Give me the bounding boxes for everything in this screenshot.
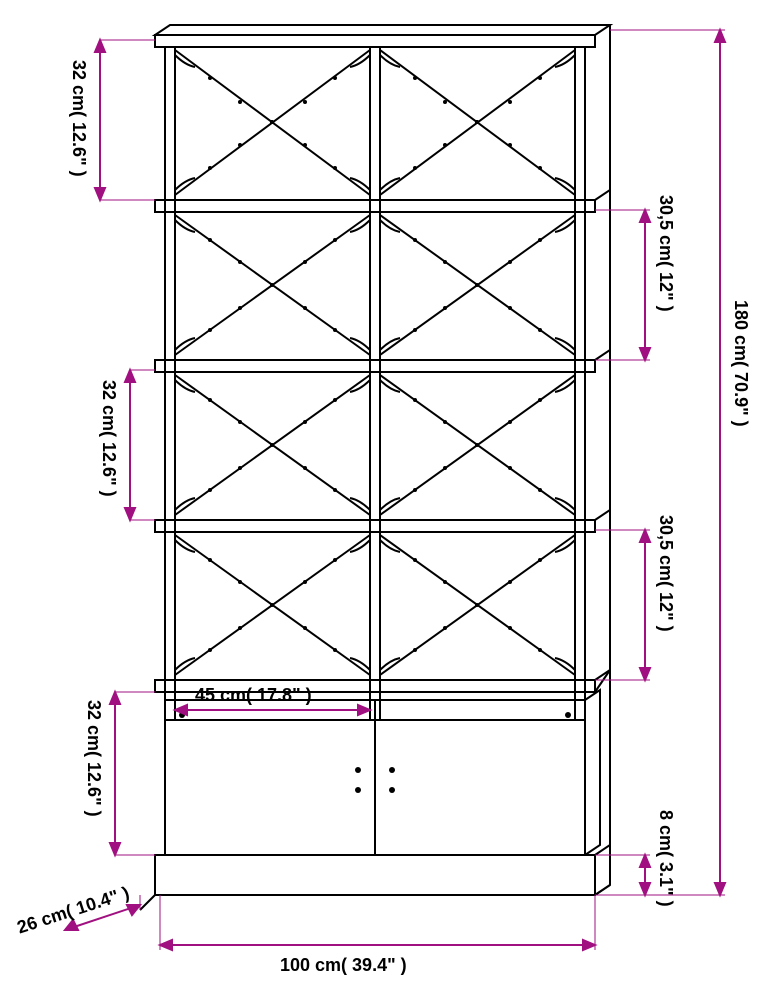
bracket [175, 55, 195, 190]
bracket [175, 380, 195, 510]
depth-line [595, 885, 610, 895]
bracket [555, 540, 575, 670]
diagram-svg [0, 0, 757, 994]
depth-line [140, 895, 155, 910]
shelf-2 [155, 200, 595, 212]
depth-edge [595, 510, 610, 680]
depth-edge [595, 25, 610, 200]
bracket [555, 55, 575, 190]
label-width: 100 cm( 39.4" ) [280, 955, 407, 976]
base-plinth [155, 855, 595, 895]
bracket [380, 540, 400, 670]
label-gap-3: 32 cm( 12.6" ) [98, 380, 119, 497]
bracket [175, 540, 195, 670]
depth-edge [595, 670, 610, 855]
bracket [350, 220, 370, 350]
shelf-1 [155, 35, 595, 47]
bracket [350, 380, 370, 510]
label-height: 180 cm( 70.9" ) [730, 300, 751, 427]
label-compartment: 45 cm( 17.8" ) [195, 685, 312, 706]
label-gap-4: 30,5 cm( 12" ) [655, 515, 676, 632]
depth-edge [595, 350, 610, 520]
bracket [380, 380, 400, 510]
cabinet-depth [585, 690, 600, 855]
bracket [380, 55, 400, 190]
label-clearance: 8 cm( 3.1" ) [655, 810, 676, 907]
shelf-unit [140, 25, 610, 910]
label-gap-2: 30,5 cm( 12" ) [655, 195, 676, 312]
bracket [175, 220, 195, 350]
bracket [555, 220, 575, 350]
bracket [380, 220, 400, 350]
bracket [350, 55, 370, 190]
shelf-4 [155, 520, 595, 532]
shelf-3 [155, 360, 595, 372]
bracket [350, 540, 370, 670]
label-gap-bottom: 32 cm( 12.6" ) [83, 700, 104, 817]
bracket [555, 380, 575, 510]
top-shelf-edge [155, 25, 610, 35]
label-gap-1: 32 cm( 12.6" ) [68, 60, 89, 177]
depth-edge [595, 190, 610, 360]
